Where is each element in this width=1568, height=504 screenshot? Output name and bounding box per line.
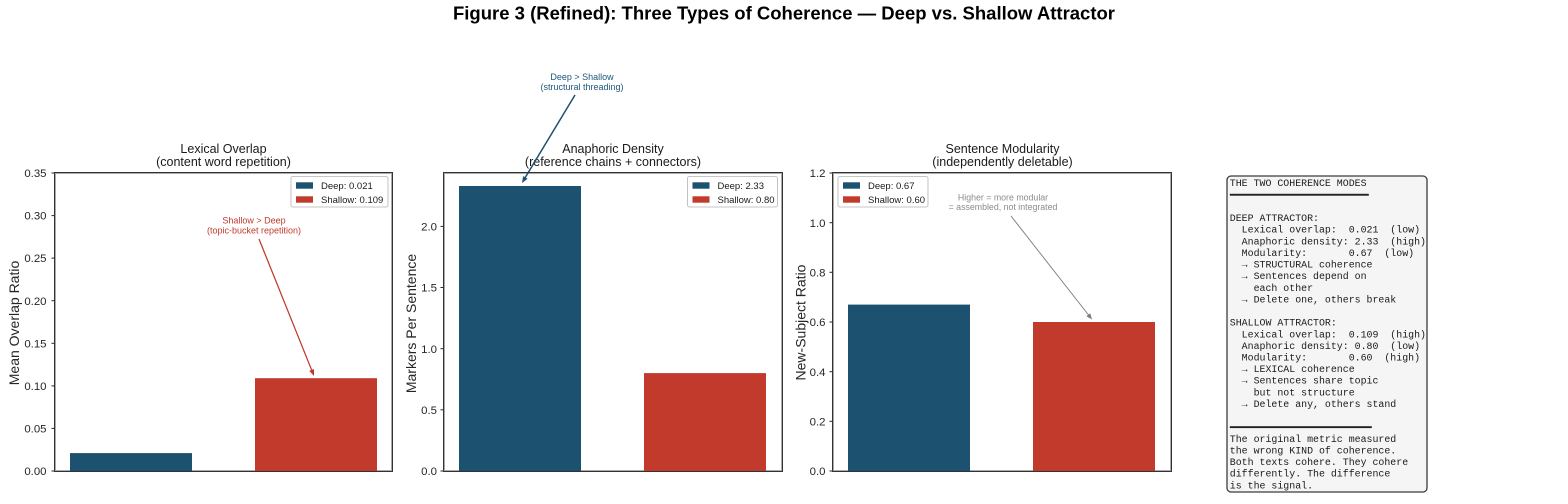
- svg-text:0.0: 0.0: [810, 466, 826, 478]
- svg-text:Deep: 0.67: Deep: 0.67: [868, 181, 914, 192]
- svg-text:1.0: 1.0: [421, 344, 437, 356]
- svg-text:each other: each other: [1230, 283, 1313, 294]
- svg-text:The original metric measured: The original metric measured: [1230, 434, 1397, 445]
- svg-text:(structural threading): (structural threading): [540, 82, 623, 92]
- svg-text:(independently deletable): (independently deletable): [932, 155, 1072, 169]
- svg-text:0.20: 0.20: [24, 296, 46, 308]
- svg-text:Higher = more modular: Higher = more modular: [958, 192, 1048, 202]
- svg-text:SHALLOW ATTRACTOR:: SHALLOW ATTRACTOR:: [1230, 318, 1337, 329]
- svg-text:Deep: 2.33: Deep: 2.33: [718, 181, 764, 192]
- svg-text:Anaphoric density: 0.80 (low): Anaphoric density: 0.80 (low): [1230, 341, 1420, 352]
- svg-text:Both texts cohere. They cohere: Both texts cohere. They cohere: [1230, 457, 1408, 468]
- svg-text:Lexical overlap: 0.021 (low): Lexical overlap: 0.021 (low): [1230, 225, 1420, 236]
- svg-text:New-Subject Ratio: New-Subject Ratio: [793, 264, 809, 380]
- svg-text:→ Sentences depend on: → Sentences depend on: [1230, 271, 1367, 282]
- svg-text:DEEP ATTRACTOR:: DEEP ATTRACTOR:: [1230, 213, 1319, 224]
- svg-text:Shallow: 0.109: Shallow: 0.109: [321, 195, 383, 206]
- svg-text:Modularity: 0.67 (low): Modularity: 0.67 (low): [1230, 248, 1414, 259]
- svg-text:Mean Overlap Ratio: Mean Overlap Ratio: [6, 261, 22, 386]
- svg-text:differently. The difference: differently. The difference: [1230, 469, 1391, 480]
- svg-text:1.0: 1.0: [810, 218, 826, 230]
- svg-text:Lexical overlap: 0.109 (high: Lexical overlap: 0.109 (high): [1230, 329, 1426, 340]
- svg-text:0.00: 0.00: [24, 466, 46, 478]
- svg-text:but not structure: but not structure: [1230, 387, 1355, 398]
- svg-text:0.4: 0.4: [810, 367, 826, 379]
- svg-text:→ STRUCTURAL coherence: → STRUCTURAL coherence: [1230, 260, 1373, 271]
- svg-text:Shallow: 0.60: Shallow: 0.60: [868, 195, 925, 206]
- svg-text:Lexical Overlap: Lexical Overlap: [180, 142, 266, 156]
- svg-text:THE TWO COHERENCE MODES: THE TWO COHERENCE MODES: [1230, 178, 1367, 189]
- svg-text:Modularity: 0.60 (high): Modularity: 0.60 (high): [1230, 353, 1420, 364]
- svg-text:Deep > Shallow: Deep > Shallow: [550, 72, 614, 82]
- svg-text:Figure 3 (Refined): Three Type: Figure 3 (Refined): Three Types of Coher…: [453, 2, 1115, 23]
- svg-text:0.25: 0.25: [24, 253, 46, 265]
- svg-text:Markers Per Sentence: Markers Per Sentence: [403, 254, 419, 393]
- svg-text:the wrong KIND of coherence.: the wrong KIND of coherence.: [1230, 446, 1396, 457]
- svg-text:(content word repetition): (content word repetition): [156, 155, 291, 169]
- svg-text:(topic-bucket repetition): (topic-bucket repetition): [207, 226, 301, 236]
- svg-text:→ Sentences share topic: → Sentences share topic: [1230, 376, 1379, 387]
- svg-text:0.2: 0.2: [810, 416, 826, 428]
- svg-text:is the signal.: is the signal.: [1230, 480, 1313, 491]
- svg-text:Deep: 0.021: Deep: 0.021: [321, 181, 373, 192]
- svg-text:0.6: 0.6: [810, 317, 826, 329]
- svg-text:→ LEXICAL coherence: → LEXICAL coherence: [1230, 364, 1355, 375]
- svg-text:Shallow: 0.80: Shallow: 0.80: [718, 195, 775, 206]
- svg-text:→ Delete one, others break: → Delete one, others break: [1230, 294, 1397, 305]
- svg-text:1.2: 1.2: [810, 168, 826, 180]
- svg-text:1.5: 1.5: [421, 283, 437, 295]
- svg-text:= assembled, not integrated: = assembled, not integrated: [949, 202, 1058, 212]
- svg-text:0.5: 0.5: [421, 405, 437, 417]
- svg-text:Anaphoric Density: Anaphoric Density: [562, 142, 664, 156]
- svg-text:0.10: 0.10: [24, 381, 46, 393]
- svg-text:0.8: 0.8: [810, 267, 826, 279]
- svg-text:→ Delete any, others stand: → Delete any, others stand: [1230, 399, 1397, 410]
- svg-text:Shallow > Deep: Shallow > Deep: [222, 215, 285, 225]
- svg-text:0.0: 0.0: [421, 466, 437, 478]
- svg-text:Anaphoric density: 2.33 (high: Anaphoric density: 2.33 (high): [1230, 236, 1426, 247]
- svg-text:0.15: 0.15: [24, 338, 46, 350]
- svg-text:Sentence Modularity: Sentence Modularity: [946, 142, 1061, 156]
- svg-text:(reference chains + connectors: (reference chains + connectors): [525, 155, 701, 169]
- svg-text:2.0: 2.0: [421, 222, 437, 234]
- svg-text:0.30: 0.30: [24, 211, 46, 223]
- svg-text:0.05: 0.05: [24, 424, 46, 436]
- svg-text:0.35: 0.35: [24, 168, 46, 180]
